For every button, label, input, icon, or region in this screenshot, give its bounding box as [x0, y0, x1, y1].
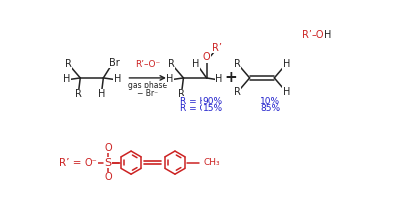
- Text: H: H: [215, 75, 222, 85]
- Text: R = H: R = H: [180, 96, 207, 105]
- Text: H: H: [63, 75, 70, 85]
- Text: R’: R’: [212, 43, 222, 53]
- Text: O: O: [104, 143, 112, 153]
- Text: H: H: [98, 89, 106, 99]
- Text: 15%: 15%: [203, 104, 223, 113]
- Text: R’: R’: [302, 30, 312, 40]
- Text: H: H: [283, 87, 290, 97]
- Text: O: O: [104, 172, 112, 182]
- Text: H: H: [192, 59, 200, 69]
- Text: R: R: [75, 89, 82, 99]
- Text: O⁻: O⁻: [85, 158, 98, 168]
- Text: R = CH₃: R = CH₃: [180, 104, 216, 113]
- Text: H: H: [324, 30, 331, 40]
- Text: R: R: [234, 87, 241, 97]
- Text: +: +: [224, 71, 237, 85]
- Text: 10%: 10%: [260, 96, 280, 105]
- Text: H: H: [283, 59, 290, 69]
- Text: R: R: [64, 59, 71, 69]
- Text: –O: –O: [312, 30, 324, 40]
- Text: CH₃: CH₃: [204, 158, 220, 167]
- Text: R: R: [168, 59, 174, 69]
- Text: − Br⁻: − Br⁻: [137, 89, 158, 98]
- Text: 90%: 90%: [203, 96, 223, 105]
- Text: R: R: [234, 59, 241, 69]
- Text: S: S: [104, 158, 112, 168]
- Text: 85%: 85%: [260, 104, 280, 113]
- Text: Br: Br: [109, 58, 120, 68]
- Text: H: H: [114, 75, 121, 85]
- Text: H: H: [166, 75, 173, 85]
- Text: R’–O⁻: R’–O⁻: [135, 60, 160, 69]
- Text: gas phase: gas phase: [128, 81, 167, 90]
- Text: R: R: [178, 89, 185, 99]
- Text: O: O: [203, 52, 210, 62]
- Text: R’ =: R’ =: [59, 158, 81, 168]
